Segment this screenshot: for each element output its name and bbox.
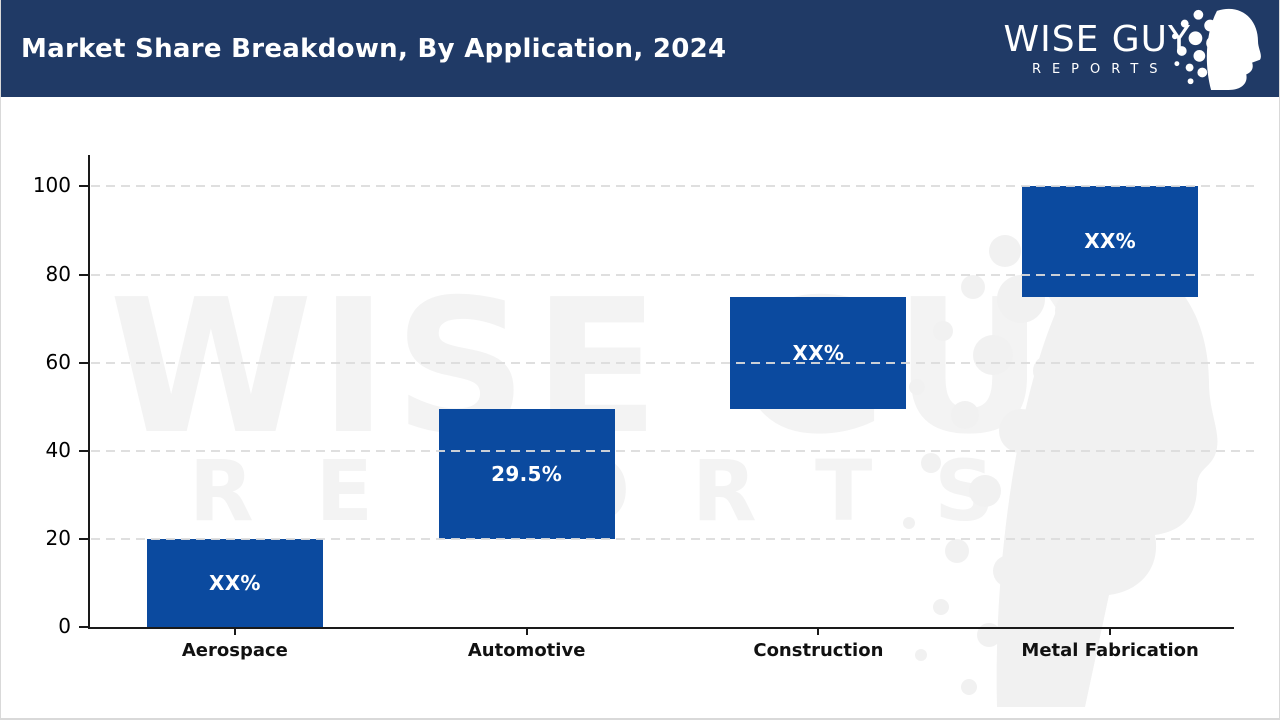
category-label-metal-fabrication: Metal Fabrication bbox=[1021, 640, 1199, 661]
y-tick-label-80: 80 bbox=[45, 261, 71, 286]
y-tick-100 bbox=[79, 185, 89, 188]
bar-value-label-metal-fabrication: XX% bbox=[1084, 229, 1137, 254]
chart-title: Market Share Breakdown, By Application, … bbox=[21, 33, 727, 64]
y-axis-spine bbox=[88, 155, 90, 629]
gridline-40 bbox=[91, 449, 1254, 452]
y-tick-label-40: 40 bbox=[45, 437, 71, 462]
category-label-automotive: Automotive bbox=[467, 640, 586, 661]
header-bar: Market Share Breakdown, By Application, … bbox=[1, 0, 1279, 97]
bar-construction: XX% bbox=[730, 296, 907, 409]
category-label-construction: Construction bbox=[753, 640, 884, 661]
y-tick-label-60: 60 bbox=[45, 349, 71, 374]
gridline-80 bbox=[91, 273, 1254, 276]
y-tick-label-20: 20 bbox=[45, 525, 71, 550]
x-tick-metal-fabrication bbox=[1109, 627, 1112, 635]
logo-name: WISE GUY bbox=[1003, 18, 1191, 60]
y-tick-0 bbox=[79, 626, 89, 628]
gridline-20 bbox=[91, 537, 1254, 540]
bar-value-label-automotive: 29.5% bbox=[491, 461, 563, 486]
bar-value-label-construction: XX% bbox=[792, 340, 845, 365]
y-tick-60 bbox=[79, 361, 89, 364]
x-axis-spine bbox=[88, 627, 1234, 629]
x-tick-automotive bbox=[525, 627, 528, 635]
y-tick-80 bbox=[79, 273, 89, 276]
gridline-60 bbox=[91, 361, 1254, 364]
y-tick-20 bbox=[79, 537, 89, 540]
bar-value-label-aerospace: XX% bbox=[208, 570, 261, 595]
y-tick-label-100: 100 bbox=[32, 173, 71, 198]
bar-automotive: 29.5% bbox=[438, 408, 615, 539]
logo-face-icon bbox=[1172, 8, 1261, 90]
gridline-100 bbox=[91, 185, 1254, 188]
plot-area: 0 20 40 60 80 100 Aerospace XX% Automotive 29.5% C… bbox=[1, 97, 1279, 718]
y-tick-40 bbox=[79, 449, 89, 452]
x-tick-aerospace bbox=[233, 627, 236, 635]
bar-metal-fabrication: XX% bbox=[1022, 186, 1199, 297]
logo-tagline: REPORTS bbox=[1031, 61, 1169, 77]
category-label-aerospace: Aerospace bbox=[181, 640, 288, 661]
x-tick-construction bbox=[817, 627, 820, 635]
y-tick-label-0: 0 bbox=[58, 614, 71, 638]
wise-guy-logo: WISE GUY REPORTS bbox=[1004, 6, 1266, 92]
chart-area: WISE GUY REPORTS 0 20 40 60 80 100 Aerospace XX… bbox=[1, 97, 1279, 718]
logo-text: WISE GUY REPORTS bbox=[1003, 18, 1192, 77]
bar-aerospace: XX% bbox=[146, 538, 323, 627]
